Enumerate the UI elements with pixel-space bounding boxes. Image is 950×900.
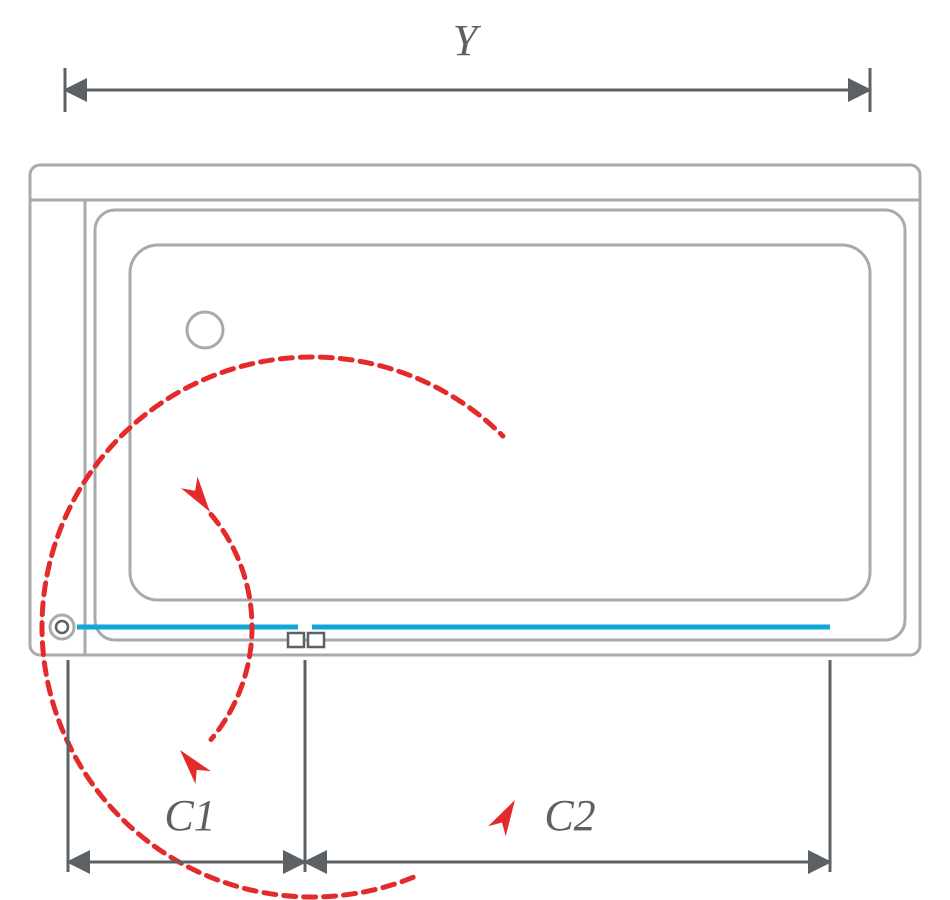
swing-arrowhead: [180, 750, 211, 784]
dim-label-c2: C2: [544, 791, 595, 840]
swing-arrowhead: [181, 477, 210, 512]
tray-outer: [95, 210, 905, 640]
dim-label-c1: C1: [164, 791, 215, 840]
hinge-outer: [50, 615, 74, 639]
dim-label-y: Y: [453, 16, 482, 65]
swing-arrowhead: [488, 800, 515, 836]
glass-panels: [50, 615, 830, 647]
drain-circle: [187, 312, 223, 348]
shower-tray: [95, 210, 905, 640]
technical-diagram: Y C1 C2: [0, 0, 950, 900]
tray-inner: [130, 245, 870, 600]
dimensions: Y C1 C2: [65, 16, 870, 872]
connector-left: [288, 633, 304, 647]
connector-right: [308, 633, 324, 647]
